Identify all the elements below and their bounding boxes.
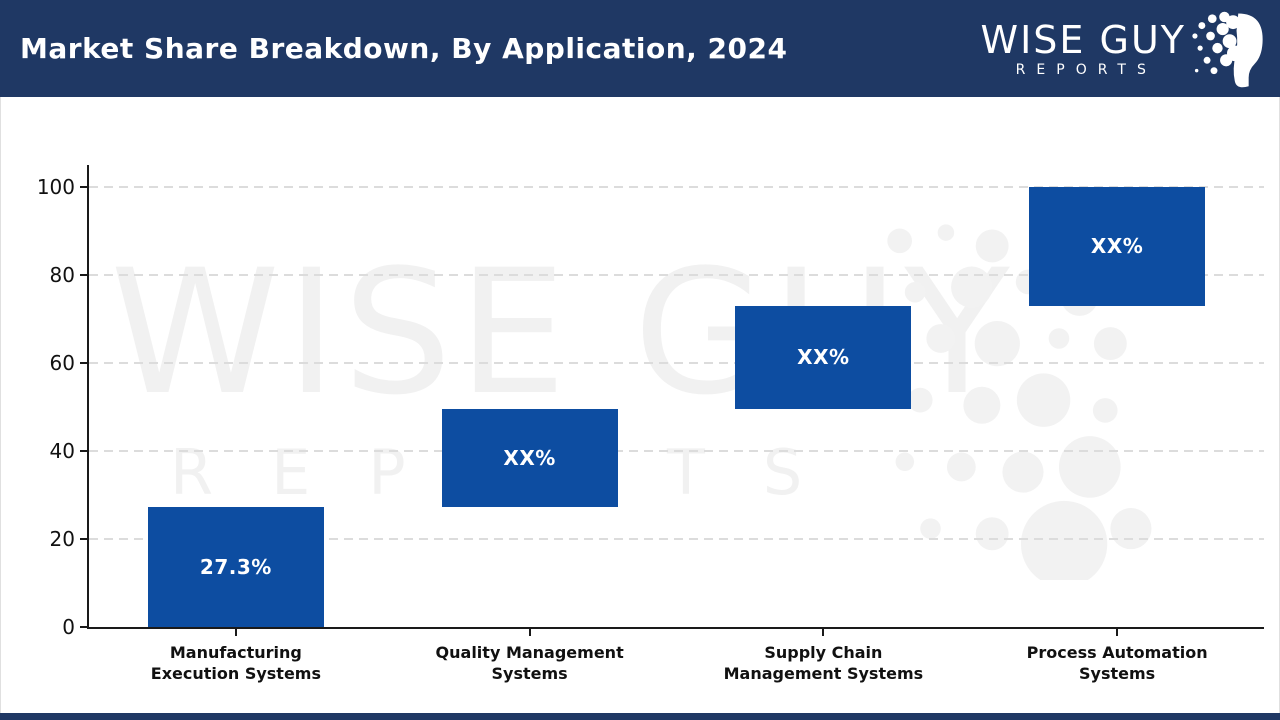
y-axis-line xyxy=(87,165,89,629)
bar-segment-4: XX% xyxy=(1029,187,1206,306)
y-tick-60 xyxy=(80,362,87,364)
x-tick-1 xyxy=(234,629,237,636)
bar-segment-2: XX% xyxy=(441,409,618,507)
y-tick-20 xyxy=(80,538,87,540)
category-label-4: Process Automation Systems xyxy=(1027,642,1208,684)
y-tick-label-40: 40 xyxy=(49,439,75,463)
y-tick-80 xyxy=(80,274,87,276)
category-label-line: Systems xyxy=(1079,664,1156,683)
category-label-line: Manufacturing xyxy=(169,643,302,662)
logo-wordmark-main: WISE GUY xyxy=(980,17,1186,62)
y-tick-40 xyxy=(80,450,87,452)
footer-bar xyxy=(0,713,1280,720)
logo-wordmark: WISE GUY REPORTS xyxy=(981,20,1186,78)
gridline-80 xyxy=(89,274,1264,276)
logo-wordmark-sub: REPORTS xyxy=(1015,61,1157,78)
gridline-60 xyxy=(89,362,1264,364)
x-tick-4 xyxy=(1116,629,1119,636)
y-tick-label-80: 80 xyxy=(49,263,75,287)
category-label-line: Supply Chain xyxy=(764,643,883,662)
category-label-line: Quality Management xyxy=(435,643,624,662)
category-label-3: Supply Chain Management Systems xyxy=(724,642,924,684)
category-label-line: Execution Systems xyxy=(150,664,321,683)
bar-value-label: XX% xyxy=(1090,234,1144,259)
bar-segment-3: XX% xyxy=(735,305,912,410)
category-label-line: Process Automation xyxy=(1026,643,1208,662)
category-label-line: Management Systems xyxy=(723,664,924,683)
category-label-2: Quality Management Systems xyxy=(436,642,624,684)
plot: 0 20 40 60 80 100 27.3% Manufacturing Execution … xyxy=(37,165,1264,683)
category-label-line: Systems xyxy=(491,664,568,683)
gridline-40 xyxy=(89,450,1264,452)
bar-value-label: XX% xyxy=(797,345,850,370)
logo-face-icon xyxy=(1192,11,1263,87)
bar-value-label: XX% xyxy=(503,446,556,471)
x-tick-3 xyxy=(822,629,825,636)
category-label-1: Manufacturing Execution Systems xyxy=(151,642,321,684)
y-tick-100 xyxy=(80,186,87,188)
x-axis-line xyxy=(87,627,1264,629)
y-tick-0 xyxy=(80,626,87,628)
gridline-20 xyxy=(89,538,1264,540)
y-tick-label-60: 60 xyxy=(49,351,75,375)
wiseguy-logo: WISE GUY REPORTS xyxy=(981,7,1280,91)
y-tick-label-0: 0 xyxy=(62,615,75,639)
y-tick-label-20: 20 xyxy=(49,527,75,551)
page-title: Market Share Breakdown, By Application, … xyxy=(20,32,788,65)
bar-segment-1: 27.3% xyxy=(147,506,324,627)
bar-value-label: 27.3% xyxy=(199,554,272,579)
header-bar: Market Share Breakdown, By Application, … xyxy=(0,0,1280,97)
gridline-100 xyxy=(89,186,1264,188)
y-tick-label-100: 100 xyxy=(36,175,75,199)
x-tick-2 xyxy=(528,629,531,636)
